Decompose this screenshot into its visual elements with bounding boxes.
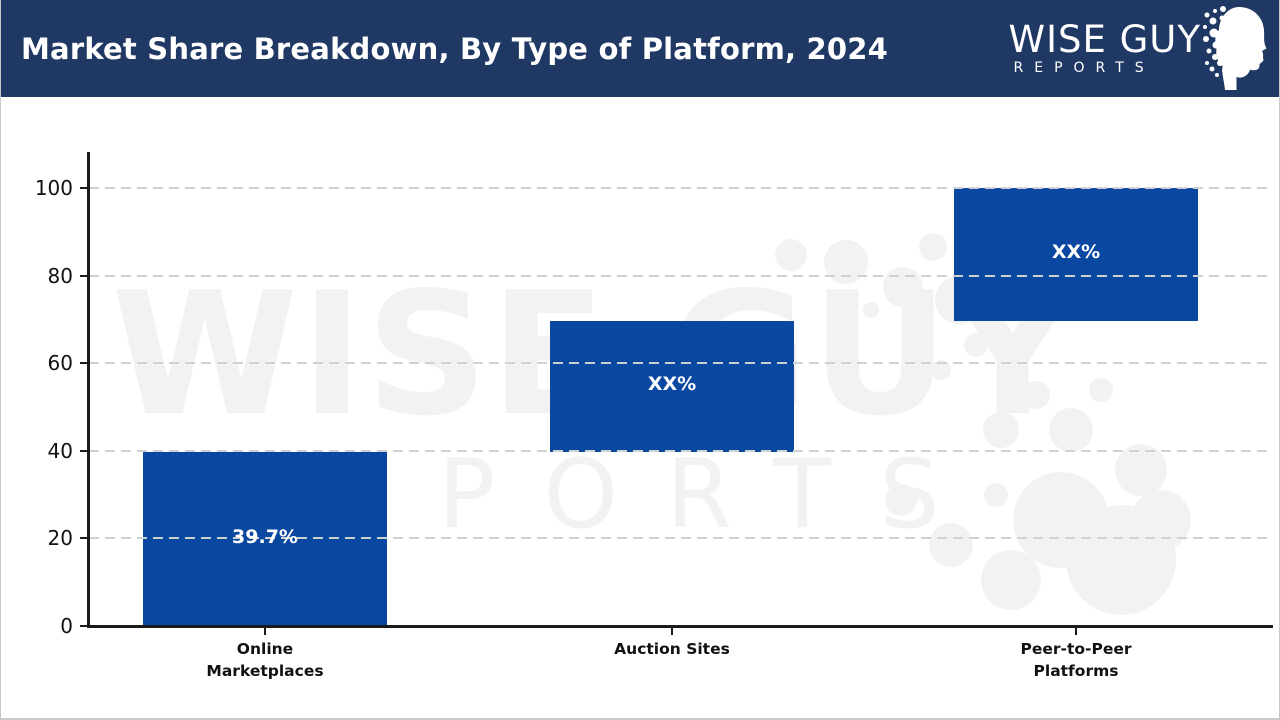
brand-wordmark-line2: REPORTS xyxy=(1013,60,1155,77)
page-title: Market Share Breakdown, By Type of Platf… xyxy=(21,31,889,66)
x-category-label-2: Auction Sites xyxy=(614,640,730,658)
brand-logo: WISE GUY REPORTS xyxy=(1009,4,1269,92)
y-axis-line xyxy=(87,152,90,628)
x-tick-2 xyxy=(671,627,673,635)
y-tick-80 xyxy=(80,274,89,277)
x-category-label-3: Peer-to-Peer Platforms xyxy=(1020,640,1132,680)
x-axis-line xyxy=(87,624,1273,628)
y-tick-label-20: 20 xyxy=(47,526,73,550)
x-category-label-1: Online Marketplaces xyxy=(206,640,324,680)
y-tick-40 xyxy=(80,449,89,452)
bar-label-2: XX% xyxy=(647,373,697,396)
y-tick-100 xyxy=(80,187,89,189)
y-tick-label-60: 60 xyxy=(47,351,73,375)
y-tick-label-40: 40 xyxy=(47,438,73,463)
bar-label-3: XX% xyxy=(1051,241,1101,264)
gridline-100 xyxy=(89,187,1273,189)
bar-3 xyxy=(954,188,1198,321)
x-tick-3 xyxy=(1075,627,1077,635)
y-tick-20 xyxy=(80,537,89,539)
y-tick-label-0: 0 xyxy=(60,613,73,638)
y-tick-60 xyxy=(80,362,89,364)
bar-2 xyxy=(550,320,794,452)
y-tick-label-80: 80 xyxy=(47,263,73,288)
brand-wordmark: WISE GUY REPORTS xyxy=(1008,17,1201,77)
y-tick-0 xyxy=(80,624,89,627)
brand-wordmark-line1: WISE GUY xyxy=(1008,17,1201,61)
header-bar: Market Share Breakdown, By Type of Platf… xyxy=(1,0,1279,97)
gridline-60 xyxy=(89,362,1273,364)
gridline-80 xyxy=(89,274,1273,277)
gridline-20 xyxy=(89,537,1273,539)
x-tick-1 xyxy=(264,627,266,635)
logo-face-icon xyxy=(1203,6,1267,90)
gridline-40 xyxy=(89,449,1273,452)
y-tick-label-100: 100 xyxy=(34,176,73,200)
bar-label-1: 39.7% xyxy=(232,525,298,548)
